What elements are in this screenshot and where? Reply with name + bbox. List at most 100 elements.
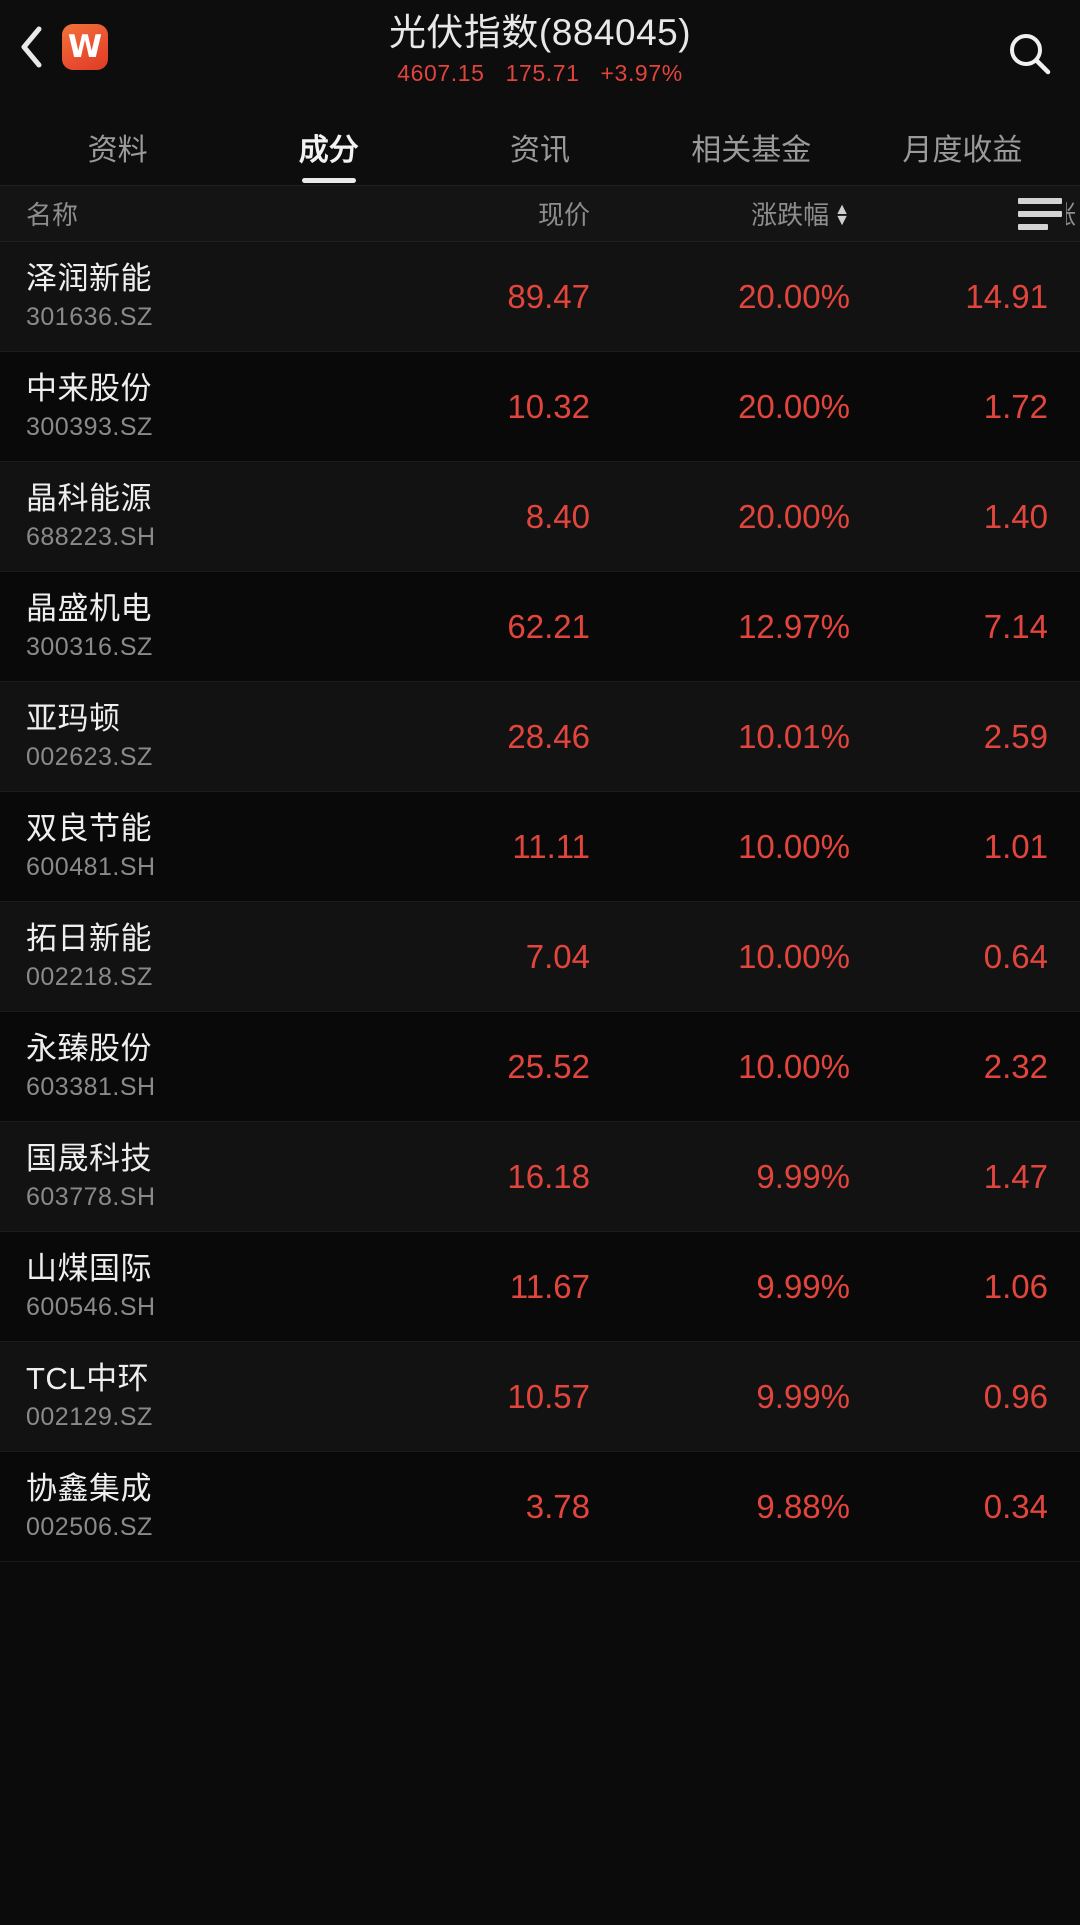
- table-row[interactable]: 双良节能 600481.SH 11.11 10.00% 1.01: [0, 792, 1080, 902]
- stock-change-amt: 2.32: [983, 1047, 1048, 1085]
- stock-change-pct: 10.01%: [738, 717, 850, 755]
- stock-code: 301636.SZ: [26, 303, 153, 332]
- stock-code: 002129.SZ: [26, 1403, 153, 1432]
- header-center-group: 光伏指数(884045) 4607.15 175.71 +3.97%: [0, 10, 1080, 87]
- stock-price: 7.04: [525, 937, 590, 975]
- stock-identity: 协鑫集成 002506.SZ: [0, 1471, 370, 1543]
- stock-change-amt: 14.91: [965, 277, 1048, 315]
- table-row[interactable]: 国晟科技 603778.SH 16.18 9.99% 1.47: [0, 1122, 1080, 1232]
- stock-code: 002506.SZ: [26, 1513, 153, 1542]
- stock-change-pct: 10.00%: [738, 827, 850, 865]
- stock-identity: TCL中环 002129.SZ: [0, 1361, 370, 1433]
- stock-price: 3.78: [525, 1487, 590, 1525]
- stock-price: 10.32: [507, 387, 590, 425]
- stock-code: 002623.SZ: [26, 743, 153, 772]
- stock-name: 双良节能: [26, 810, 152, 846]
- stock-change-pct: 20.00%: [738, 497, 850, 535]
- stock-change-pct: 20.00%: [738, 387, 850, 425]
- stock-identity: 泽润新能 301636.SZ: [0, 261, 370, 333]
- app-logo[interactable]: W: [62, 24, 108, 70]
- stock-name: 晶盛机电: [26, 590, 152, 626]
- stock-change-amt: 2.59: [983, 717, 1048, 755]
- stock-name: 泽润新能: [26, 260, 152, 296]
- table-row[interactable]: 永臻股份 603381.SH 25.52 10.00% 2.32: [0, 1012, 1080, 1122]
- stock-name: 协鑫集成: [26, 1470, 152, 1506]
- triangle-down-icon: ▼: [834, 211, 850, 229]
- constituent-list[interactable]: 泽润新能 301636.SZ 89.47 20.00% 14.91 中来股份 3…: [0, 242, 1080, 1562]
- table-row[interactable]: 亚玛顿 002623.SZ 28.46 10.01% 2.59: [0, 682, 1080, 792]
- stock-code: 300393.SZ: [26, 413, 153, 442]
- table-row[interactable]: 中来股份 300393.SZ 10.32 20.00% 1.72: [0, 352, 1080, 462]
- table-row[interactable]: 泽润新能 301636.SZ 89.47 20.00% 14.91: [0, 242, 1080, 352]
- stock-name: 晶科能源: [26, 480, 152, 516]
- table-row[interactable]: 晶科能源 688223.SH 8.40 20.00% 1.40: [0, 462, 1080, 572]
- stock-name: 中来股份: [26, 370, 152, 406]
- table-row[interactable]: TCL中环 002129.SZ 10.57 9.99% 0.96: [0, 1342, 1080, 1452]
- column-header-change-pct[interactable]: 涨跌幅 ▲ ▼: [590, 195, 850, 232]
- tab-bar: 资料 成分 资讯 相关基金 月度收益: [0, 104, 1080, 186]
- stock-price: 8.40: [525, 497, 590, 535]
- list-menu-icon[interactable]: [1014, 193, 1066, 234]
- sort-arrows[interactable]: ▲ ▼: [834, 201, 850, 229]
- stock-change-amt: 0.64: [983, 937, 1048, 975]
- stock-price: 10.57: [507, 1377, 590, 1415]
- stock-name: 亚玛顿: [26, 700, 121, 736]
- tab-xiangguanjijin[interactable]: 相关基金: [691, 134, 812, 167]
- column-header-change-pct-label: 涨跌幅: [751, 200, 830, 230]
- stock-code: 603381.SH: [26, 1073, 156, 1102]
- tab-ziliao[interactable]: 资料: [87, 134, 148, 167]
- stock-name: 永臻股份: [26, 1030, 152, 1066]
- stock-change-pct: 9.88%: [756, 1487, 850, 1525]
- app-header: W 光伏指数(884045) 4607.15 175.71 +3.97%: [0, 0, 1080, 104]
- column-header-name[interactable]: 名称: [26, 200, 79, 230]
- header-left-group: W: [14, 24, 108, 70]
- index-change-pct: +3.97%: [600, 60, 683, 87]
- stock-identity: 双良节能 600481.SH: [0, 811, 370, 883]
- table-row[interactable]: 协鑫集成 002506.SZ 3.78 9.88% 0.34: [0, 1452, 1080, 1562]
- column-header-price[interactable]: 现价: [537, 200, 590, 230]
- stock-name: TCL中环: [26, 1360, 150, 1396]
- menu-bar-3: [1018, 223, 1048, 230]
- stock-price: 89.47: [507, 277, 590, 315]
- stock-price: 11.67: [509, 1267, 590, 1305]
- stock-change-amt: 1.06: [983, 1267, 1048, 1305]
- index-quote: 4607.15 175.71 +3.97%: [0, 60, 1080, 87]
- stock-code: 600481.SH: [26, 853, 156, 882]
- stock-price: 25.52: [507, 1047, 590, 1085]
- stock-change-amt: 1.40: [983, 497, 1048, 535]
- stock-code: 002218.SZ: [26, 963, 153, 992]
- stock-identity: 晶科能源 688223.SH: [0, 481, 370, 553]
- stock-change-pct: 9.99%: [756, 1267, 850, 1305]
- page-title: 光伏指数(884045): [388, 12, 692, 53]
- stock-price: 16.18: [507, 1157, 590, 1195]
- stock-price: 11.11: [512, 827, 590, 865]
- stock-price: 28.46: [507, 717, 590, 755]
- stock-identity: 国晟科技 603778.SH: [0, 1141, 370, 1213]
- stock-identity: 晶盛机电 300316.SZ: [0, 591, 370, 663]
- stock-identity: 拓日新能 002218.SZ: [0, 921, 370, 993]
- stock-code: 600546.SH: [26, 1293, 156, 1322]
- chevron-left-icon[interactable]: [14, 24, 48, 70]
- tab-zixun[interactable]: 资讯: [510, 134, 570, 167]
- stock-identity: 亚玛顿 002623.SZ: [0, 701, 370, 773]
- stock-name: 国晟科技: [26, 1140, 152, 1176]
- stock-change-pct: 20.00%: [738, 277, 850, 315]
- stock-change-pct: 9.99%: [756, 1157, 850, 1195]
- search-icon[interactable]: [1002, 26, 1058, 82]
- stock-price: 62.21: [507, 607, 590, 645]
- table-row[interactable]: 晶盛机电 300316.SZ 62.21 12.97% 7.14: [0, 572, 1080, 682]
- stock-identity: 永臻股份 603381.SH: [0, 1031, 370, 1103]
- stock-identity: 中来股份 300393.SZ: [0, 371, 370, 443]
- stock-code: 300316.SZ: [26, 633, 153, 662]
- index-value: 4607.15: [397, 60, 485, 87]
- menu-bar-2: [1018, 210, 1062, 217]
- table-row[interactable]: 拓日新能 002218.SZ 7.04 10.00% 0.64: [0, 902, 1080, 1012]
- stock-change-pct: 9.99%: [756, 1377, 850, 1415]
- tab-chengfen[interactable]: 成分: [223, 125, 434, 185]
- stock-change-amt: 0.34: [983, 1487, 1048, 1525]
- stock-change-amt: 0.96: [983, 1377, 1048, 1415]
- tab-yuedushouyi[interactable]: 月度收益: [902, 134, 1023, 167]
- menu-bar-1: [1018, 197, 1062, 204]
- table-row[interactable]: 山煤国际 600546.SH 11.67 9.99% 1.06: [0, 1232, 1080, 1342]
